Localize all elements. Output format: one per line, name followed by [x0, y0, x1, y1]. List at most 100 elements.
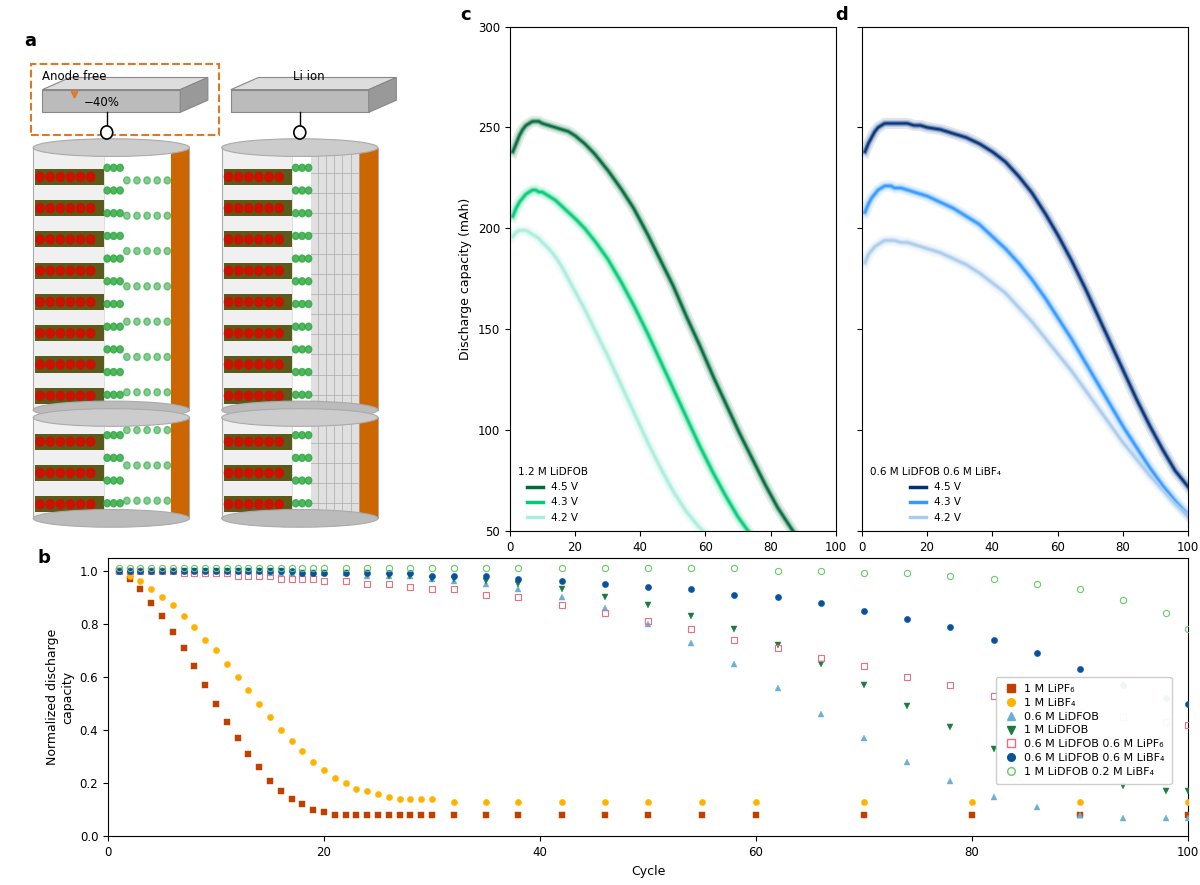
Circle shape [124, 462, 130, 469]
Circle shape [245, 500, 253, 509]
Circle shape [299, 500, 305, 507]
Circle shape [265, 468, 274, 478]
Circle shape [110, 477, 116, 484]
Circle shape [154, 248, 161, 255]
X-axis label: Cycle: Cycle [1008, 559, 1042, 573]
Circle shape [299, 432, 305, 439]
Circle shape [254, 468, 263, 478]
Circle shape [265, 266, 274, 275]
Circle shape [224, 500, 233, 509]
Circle shape [110, 368, 116, 375]
Circle shape [56, 235, 65, 244]
Bar [292, 148, 311, 410]
Circle shape [36, 360, 44, 369]
Circle shape [46, 235, 54, 244]
Circle shape [77, 235, 85, 244]
Circle shape [299, 477, 305, 484]
Circle shape [305, 432, 312, 439]
Circle shape [164, 462, 170, 469]
Circle shape [144, 248, 150, 255]
Circle shape [224, 235, 233, 244]
Bar [34, 148, 190, 410]
Bar [36, 294, 103, 310]
Circle shape [104, 233, 110, 240]
Circle shape [245, 328, 253, 338]
Circle shape [275, 391, 283, 400]
Circle shape [66, 468, 74, 478]
Bar [224, 388, 292, 404]
Bar [224, 434, 292, 450]
Circle shape [265, 328, 274, 338]
Text: Li ion: Li ion [293, 71, 325, 83]
Circle shape [299, 454, 305, 461]
Circle shape [275, 297, 283, 306]
Circle shape [275, 266, 283, 275]
Bar [224, 231, 292, 248]
Circle shape [36, 468, 44, 478]
Circle shape [36, 437, 44, 446]
Legend: 4.5 V, 4.3 V, 4.2 V: 4.5 V, 4.3 V, 4.2 V [866, 464, 1004, 526]
Circle shape [305, 165, 312, 172]
Circle shape [164, 389, 170, 396]
Bar [170, 148, 190, 410]
Circle shape [66, 204, 74, 212]
Polygon shape [230, 78, 396, 89]
Circle shape [86, 235, 95, 244]
Circle shape [86, 297, 95, 306]
Bar [36, 263, 103, 279]
Circle shape [234, 360, 242, 369]
Circle shape [305, 301, 312, 307]
Bar [224, 294, 292, 310]
Circle shape [86, 266, 95, 275]
Circle shape [110, 500, 116, 507]
Circle shape [133, 427, 140, 434]
Circle shape [254, 437, 263, 446]
Circle shape [46, 266, 54, 275]
Circle shape [104, 301, 110, 307]
Circle shape [254, 173, 263, 181]
Circle shape [224, 437, 233, 446]
Circle shape [56, 468, 65, 478]
Circle shape [293, 210, 299, 217]
Ellipse shape [222, 510, 378, 527]
Circle shape [305, 323, 312, 330]
Circle shape [104, 278, 110, 285]
Ellipse shape [222, 401, 378, 419]
Circle shape [66, 360, 74, 369]
Circle shape [293, 500, 299, 507]
Circle shape [116, 454, 124, 461]
Circle shape [116, 323, 124, 330]
Circle shape [66, 500, 74, 509]
Legend: 4.5 V, 4.3 V, 4.2 V: 4.5 V, 4.3 V, 4.2 V [515, 464, 592, 526]
Circle shape [86, 468, 95, 478]
Circle shape [144, 462, 150, 469]
Circle shape [36, 328, 44, 338]
Circle shape [116, 278, 124, 285]
Text: d: d [835, 6, 848, 25]
Circle shape [293, 346, 299, 353]
Circle shape [104, 346, 110, 353]
Circle shape [116, 233, 124, 240]
Ellipse shape [34, 510, 190, 527]
Circle shape [66, 391, 74, 400]
Circle shape [299, 187, 305, 194]
Circle shape [154, 318, 161, 325]
Circle shape [245, 437, 253, 446]
Circle shape [124, 389, 130, 396]
Polygon shape [42, 78, 208, 89]
Circle shape [46, 328, 54, 338]
Bar [230, 89, 368, 112]
Circle shape [164, 248, 170, 255]
Circle shape [116, 165, 124, 172]
Circle shape [110, 454, 116, 461]
Bar [34, 418, 190, 519]
Bar [222, 148, 378, 410]
Circle shape [305, 187, 312, 194]
Circle shape [254, 235, 263, 244]
Circle shape [56, 173, 65, 181]
Circle shape [154, 389, 161, 396]
Bar [36, 434, 103, 450]
Circle shape [110, 165, 116, 172]
Circle shape [305, 346, 312, 353]
Circle shape [265, 360, 274, 369]
